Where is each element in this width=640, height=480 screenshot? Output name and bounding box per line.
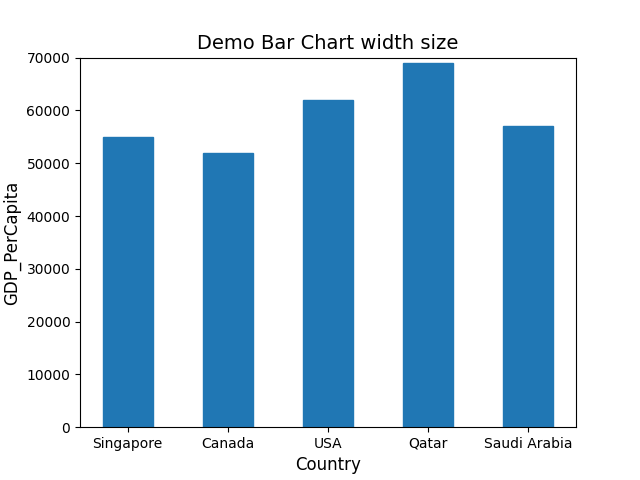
Bar: [203, 153, 253, 427]
Bar: [403, 63, 453, 427]
Bar: [303, 100, 353, 427]
Bar: [503, 126, 554, 427]
Bar: [102, 137, 153, 427]
X-axis label: Country: Country: [295, 456, 361, 474]
Y-axis label: GDP_PerCapita: GDP_PerCapita: [3, 180, 21, 304]
Title: Demo Bar Chart width size: Demo Bar Chart width size: [197, 34, 459, 53]
